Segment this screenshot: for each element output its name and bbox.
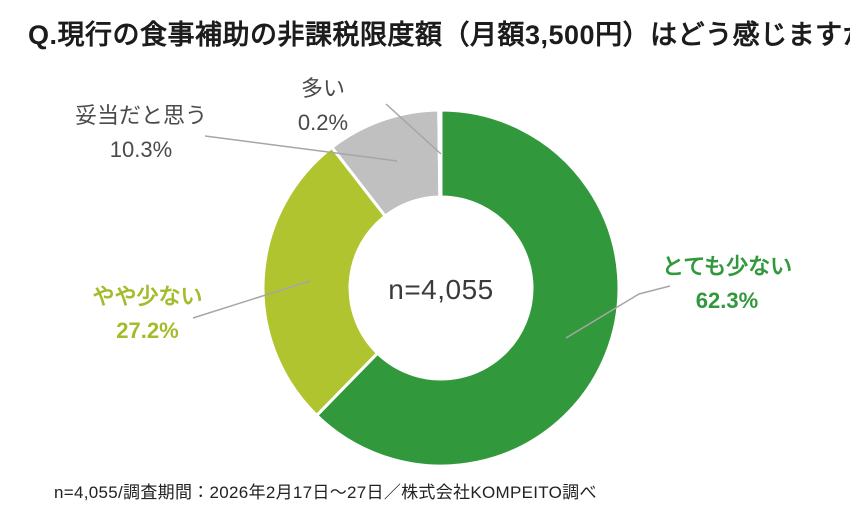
callout-yaya-value: 27.2%	[116, 318, 179, 344]
callout-yaya-label: やや少ない	[92, 284, 203, 309]
leader-line-totemo-sukunai	[565, 285, 671, 339]
donut-slice-0	[314, 108, 621, 468]
leader-line-yaya-sukunai	[192, 280, 311, 319]
leader-lines	[192, 103, 671, 339]
leader-line-ooi	[385, 103, 442, 155]
callout-ooi-label: 多い	[300, 76, 345, 101]
callout-ooi-value: 0.2%	[297, 110, 349, 136]
callout-datou-label: 妥当だと思う	[74, 103, 207, 128]
callout-datou-value: 10.3%	[109, 137, 173, 163]
donut-center-label: n=4,055	[388, 274, 494, 305]
callout-totemo-value: 62.3%	[695, 288, 759, 314]
donut-slice-1	[261, 145, 388, 418]
callout-totemo-label: とても少ない	[661, 254, 793, 279]
callout-datou: 妥当だと思う 10.3%	[55, 99, 227, 167]
callout-yaya-sukunai: やや少ない 27.2%	[60, 280, 235, 348]
callout-totemo-sukunai: とても少ない 62.3%	[638, 250, 816, 318]
donut-slices	[261, 108, 621, 468]
leader-line-datou	[204, 135, 398, 162]
callout-ooi: 多い 0.2%	[258, 72, 388, 140]
page-title: Q.現行の食事補助の非課税限度額（月額3,500円）はどう感じますか？	[28, 20, 850, 50]
footer-note: n=4,055/調査期間：2026年2月17日〜27日／株式会社KOMPEITO…	[54, 483, 597, 502]
